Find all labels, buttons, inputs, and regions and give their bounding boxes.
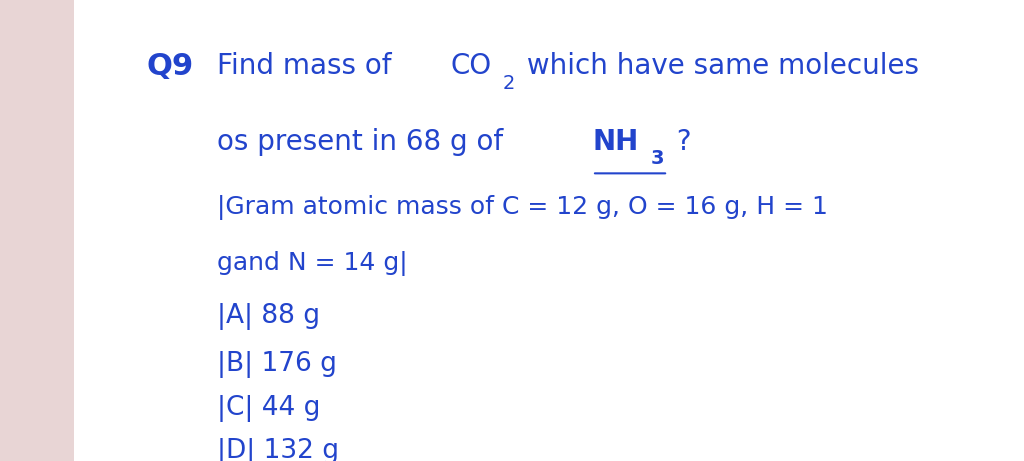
Text: NH: NH (592, 128, 638, 155)
Text: |Gram atomic mass of C = 12 g, O = 16 g, H = 1: |Gram atomic mass of C = 12 g, O = 16 g,… (217, 195, 827, 220)
Text: |B| 176 g: |B| 176 g (217, 351, 337, 378)
Text: os present in 68 g of: os present in 68 g of (217, 128, 512, 155)
Text: 2: 2 (503, 74, 515, 93)
Text: |D| 132 g: |D| 132 g (217, 438, 339, 461)
Text: 3: 3 (651, 149, 665, 168)
Text: CO: CO (451, 52, 492, 80)
Text: ?: ? (668, 128, 691, 155)
Text: which have same molecules: which have same molecules (518, 52, 920, 80)
Text: Find mass of: Find mass of (217, 52, 400, 80)
Text: |C| 44 g: |C| 44 g (217, 395, 321, 421)
Text: gand N = 14 g|: gand N = 14 g| (217, 251, 408, 276)
Text: |A| 88 g: |A| 88 g (217, 303, 319, 330)
Text: Q9: Q9 (146, 52, 194, 81)
